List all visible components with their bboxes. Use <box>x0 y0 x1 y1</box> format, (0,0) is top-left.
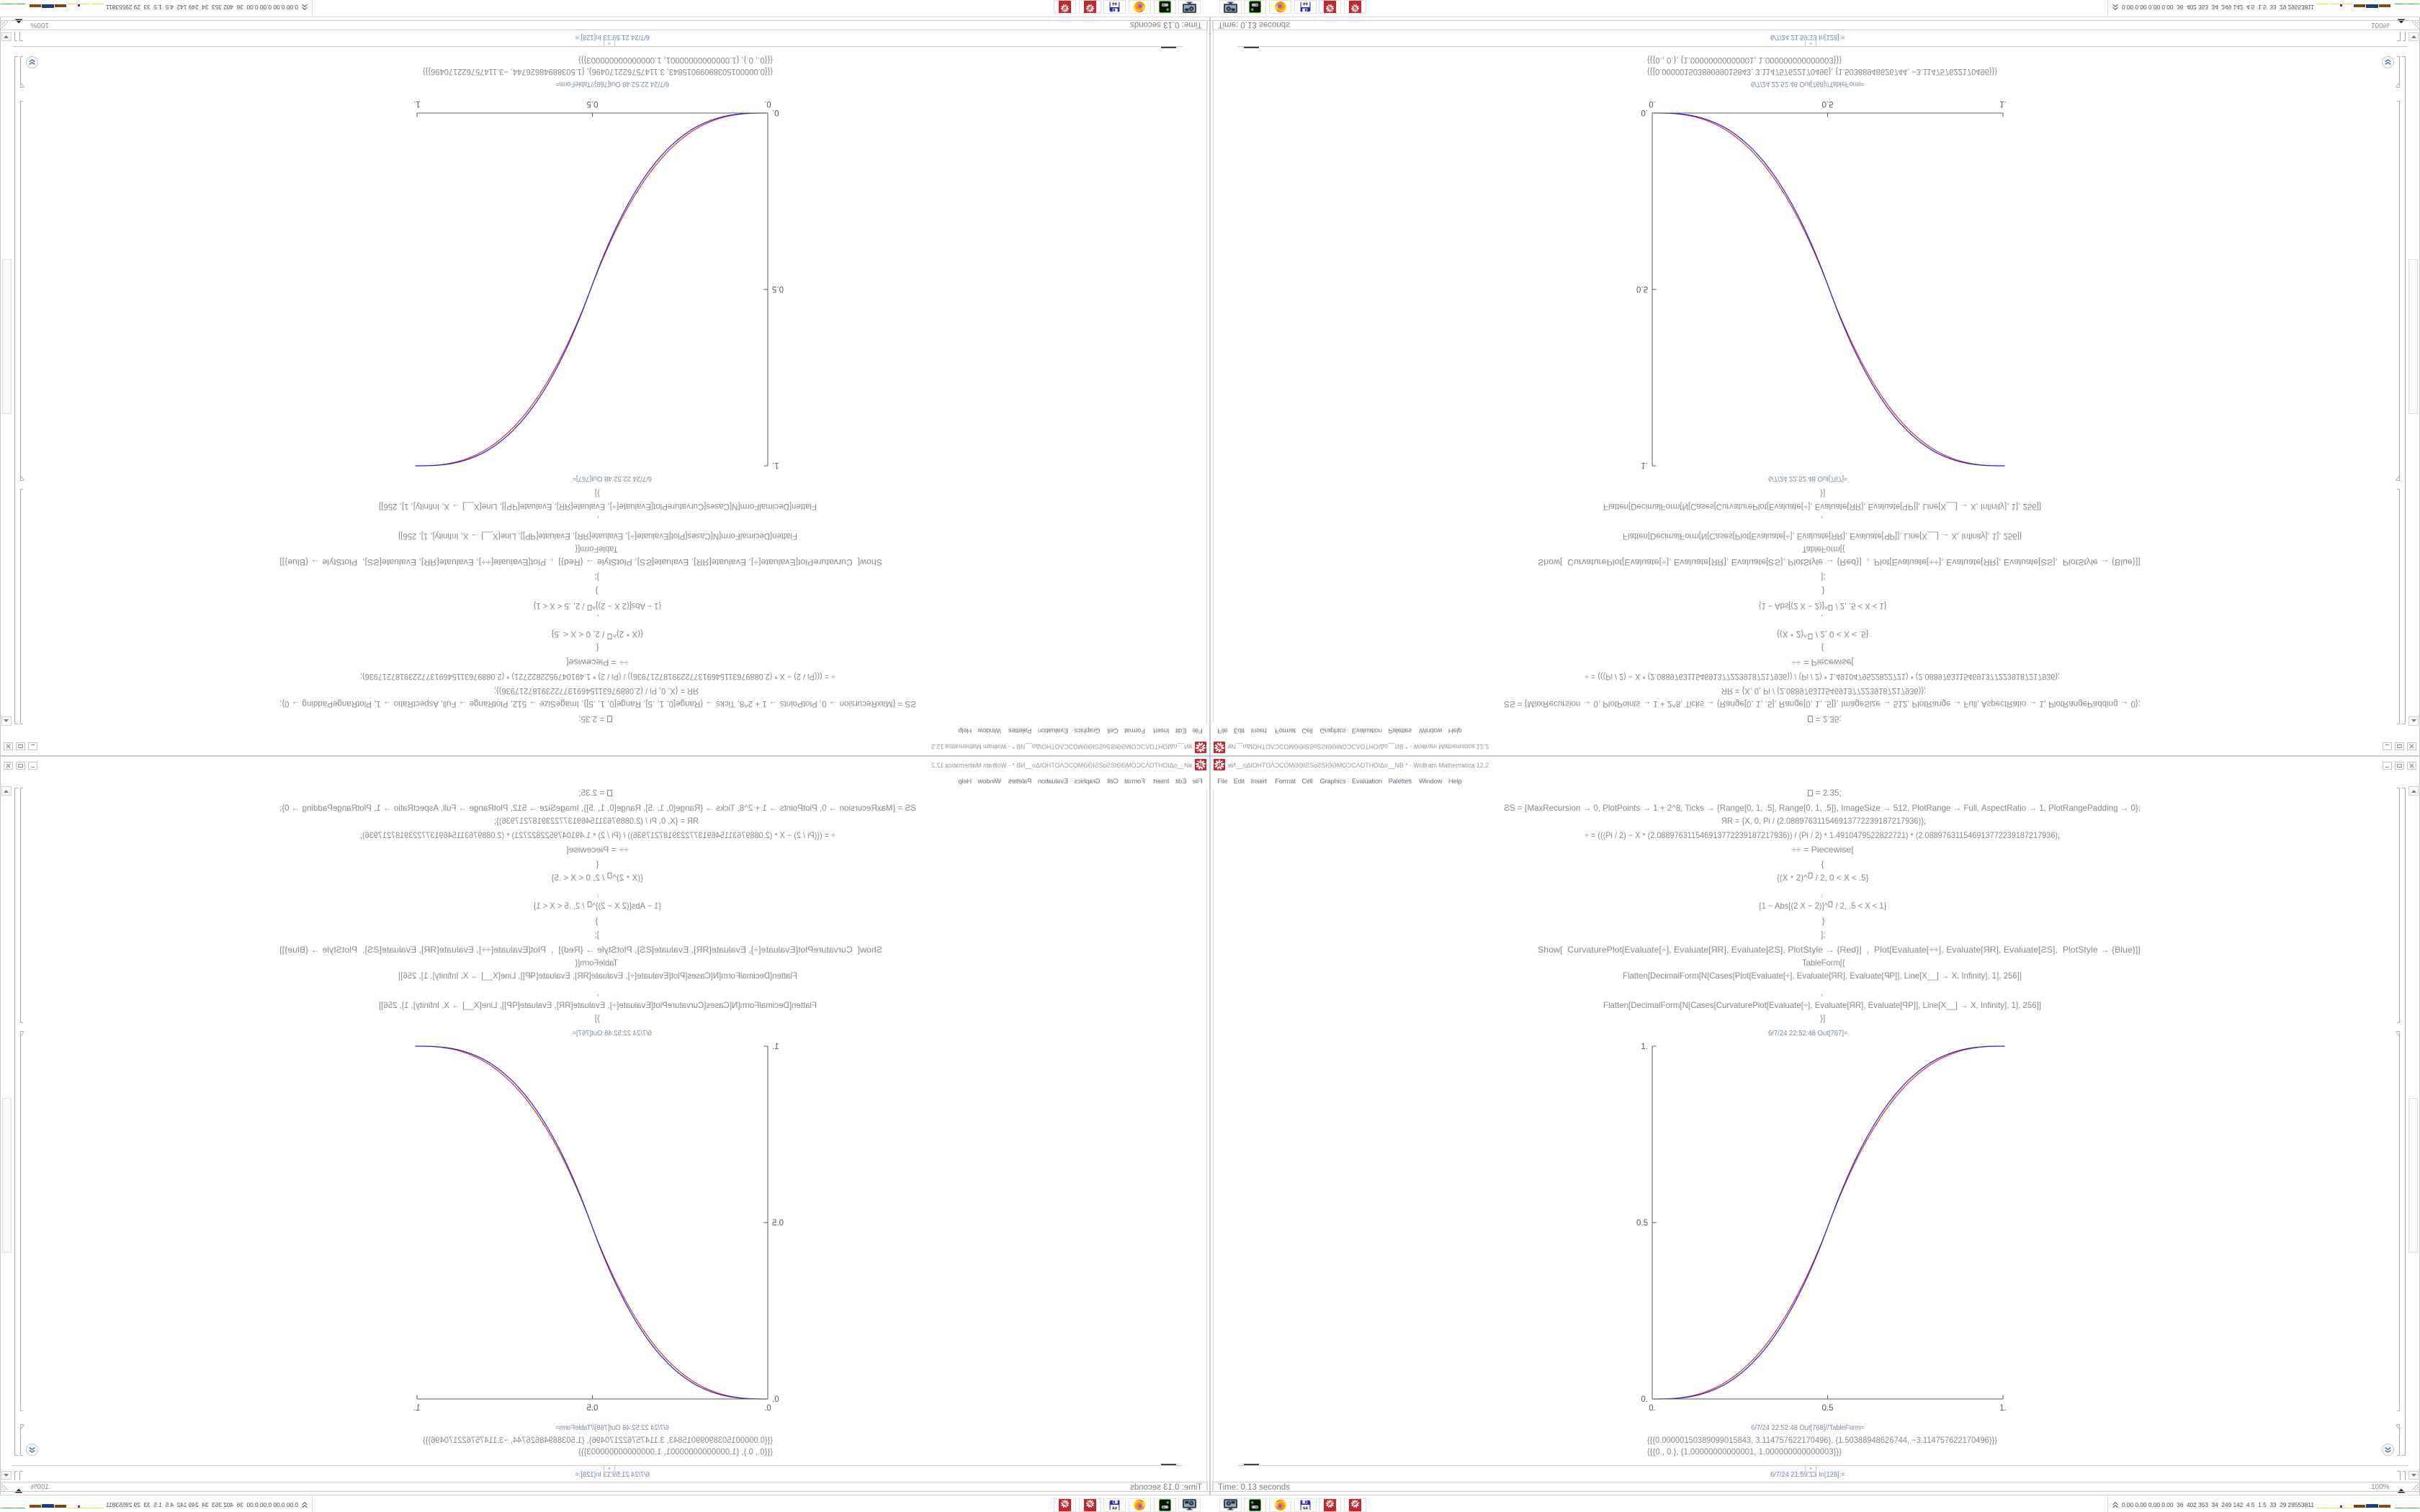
svg-text:1.: 1. <box>1999 101 2007 108</box>
svg-text:1.: 1. <box>1641 461 1648 469</box>
svg-text:0.5: 0.5 <box>587 1404 599 1411</box>
svg-text:0.: 0. <box>1649 101 1656 108</box>
svg-text:0.5: 0.5 <box>772 1219 784 1228</box>
svg-text:64: 64 <box>1303 1 1308 6</box>
svg-text:64: 64 <box>1303 1506 1308 1511</box>
svg-text:0.5: 0.5 <box>1636 1219 1648 1228</box>
svg-text:0.5: 0.5 <box>772 284 784 293</box>
svg-text:0.: 0. <box>772 1395 779 1404</box>
svg-text:0.: 0. <box>1641 108 1648 117</box>
svg-text:64: 64 <box>1112 1 1117 6</box>
svg-text:1.: 1. <box>1641 1043 1648 1051</box>
svg-text:0.5: 0.5 <box>1636 284 1648 293</box>
svg-text:0.: 0. <box>1641 1395 1648 1404</box>
svg-text:0.: 0. <box>764 1404 771 1411</box>
svg-text:1.: 1. <box>772 1043 779 1051</box>
svg-text:1.: 1. <box>413 101 421 108</box>
svg-text:1.: 1. <box>413 1404 421 1411</box>
svg-text:0.: 0. <box>1649 1404 1656 1411</box>
svg-text:0.5: 0.5 <box>587 101 599 108</box>
svg-text:0.5: 0.5 <box>1822 101 1834 108</box>
svg-text:0.: 0. <box>772 108 779 117</box>
svg-text:0.: 0. <box>764 101 771 108</box>
svg-text:1.: 1. <box>772 461 779 469</box>
svg-text:64: 64 <box>1112 1506 1117 1511</box>
svg-text:1.: 1. <box>1999 1404 2007 1411</box>
svg-text:0.5: 0.5 <box>1822 1404 1834 1411</box>
